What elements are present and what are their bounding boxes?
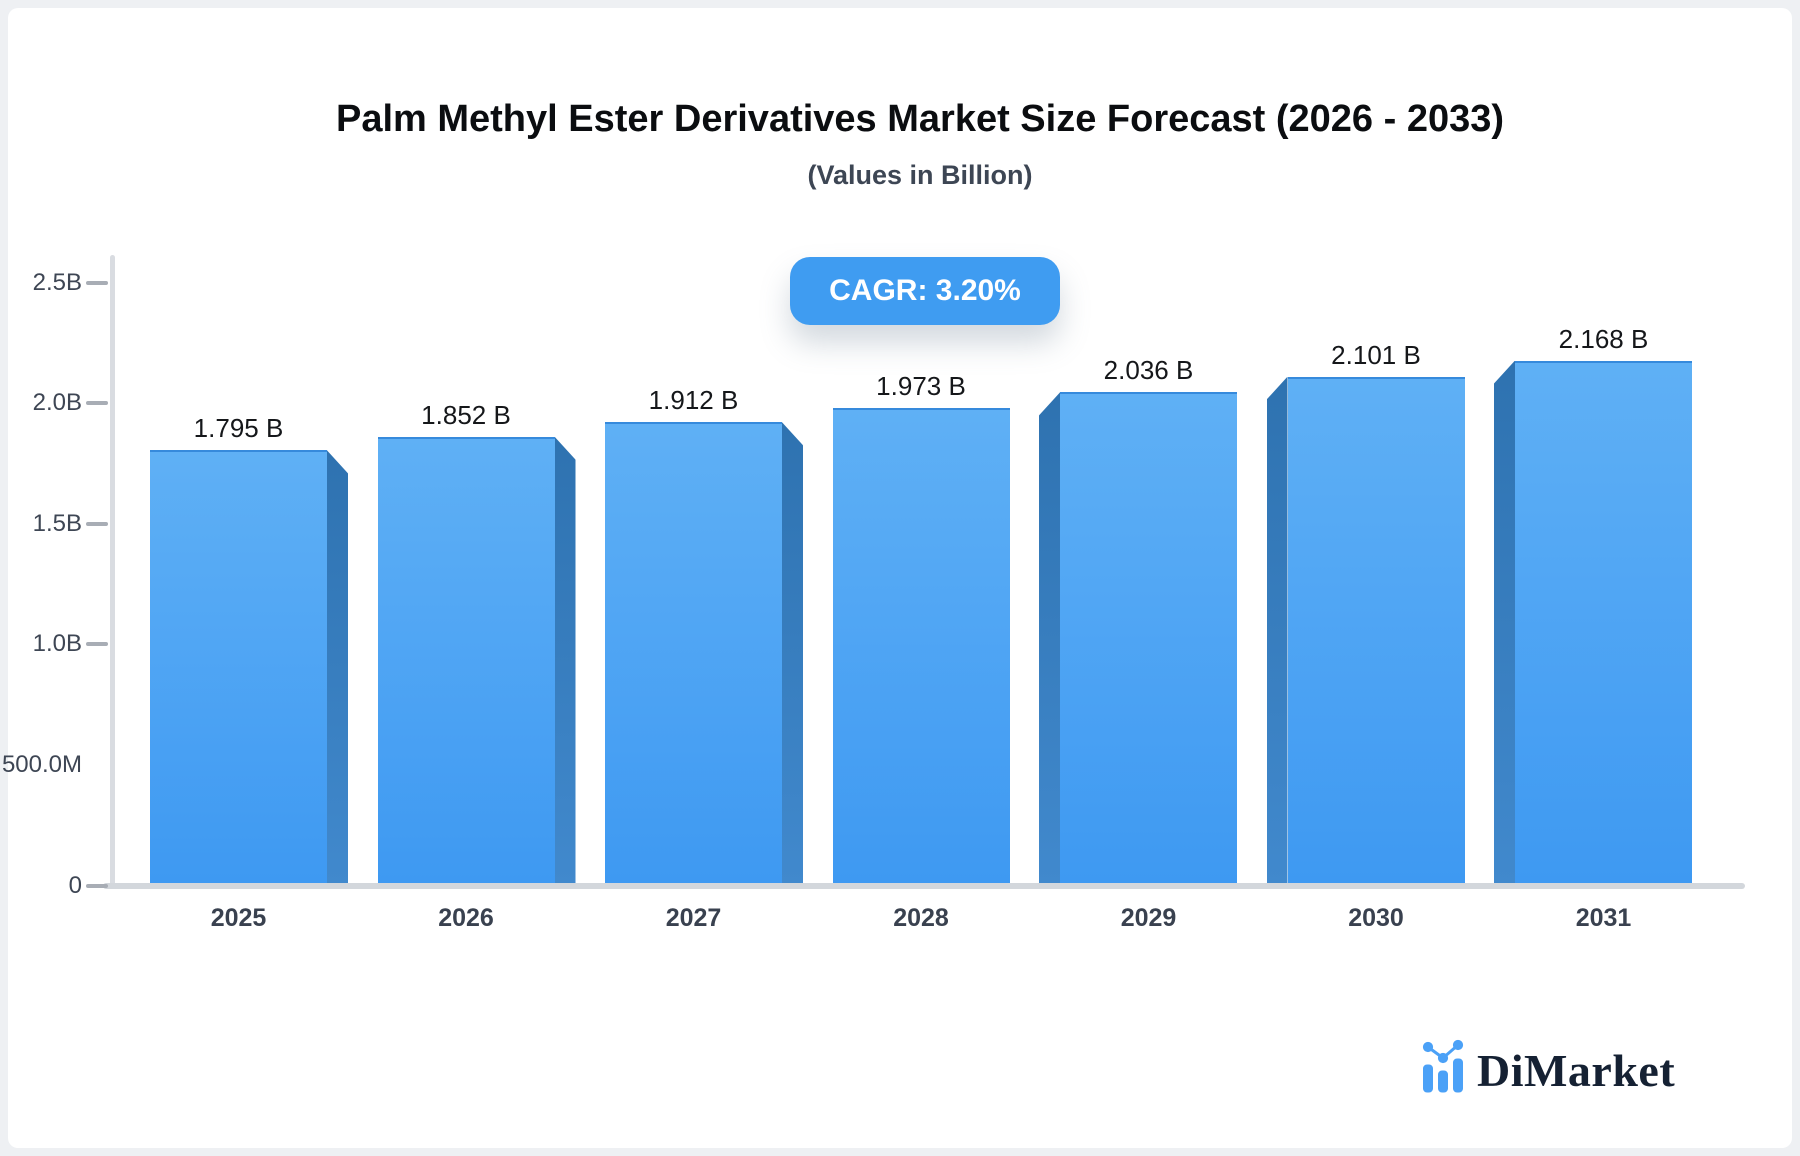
brand-logo-text: DiMarket bbox=[1477, 1045, 1676, 1096]
bar-value-label: 2.168 B bbox=[1558, 323, 1649, 354]
y-axis-label: 1.5B bbox=[32, 509, 82, 537]
bar[interactable] bbox=[1287, 376, 1465, 883]
bar-3d-side bbox=[1039, 392, 1060, 883]
bar[interactable] bbox=[605, 422, 782, 883]
cagr-badge: CAGR: 3.20% bbox=[790, 257, 1060, 325]
bar-value-label: 2.101 B bbox=[1331, 339, 1421, 370]
bar[interactable] bbox=[1060, 392, 1237, 883]
bar-value-label: 1.852 B bbox=[421, 399, 511, 430]
x-axis-label: 2026 bbox=[438, 904, 494, 932]
x-axis-label: 2030 bbox=[1348, 904, 1404, 932]
bar-value-label: 1.795 B bbox=[193, 413, 284, 444]
y-axis-label: 2.0B bbox=[32, 389, 82, 416]
bar-value-label: 1.973 B bbox=[876, 370, 966, 401]
y-axis-label: 1.0B bbox=[32, 630, 82, 657]
bar-3d-side bbox=[327, 450, 348, 883]
mini-bar-chart-icon bbox=[1421, 1038, 1467, 1094]
bar[interactable] bbox=[1515, 360, 1692, 883]
y-axis-line bbox=[110, 255, 115, 887]
bar-3d-side bbox=[554, 436, 576, 883]
bar-3d-side bbox=[1494, 360, 1515, 883]
brand-logo: DiMarket bbox=[1421, 1038, 1675, 1094]
y-axis-label: 2.5B bbox=[32, 268, 82, 296]
bar[interactable] bbox=[377, 436, 555, 883]
bar-3d-side bbox=[1266, 376, 1288, 883]
chart-title: Palm Methyl Ester Derivatives Market Siz… bbox=[335, 98, 1505, 140]
y-axis-tick bbox=[86, 521, 108, 526]
y-axis-tick bbox=[86, 884, 108, 888]
bar-3d-side bbox=[782, 422, 803, 883]
y-axis-tick bbox=[86, 280, 108, 285]
bar[interactable] bbox=[832, 407, 1010, 883]
x-axis-label: 2031 bbox=[1575, 904, 1632, 932]
x-axis-line bbox=[103, 883, 1745, 889]
y-axis-label: 500.0M bbox=[1, 750, 82, 778]
x-axis-label: 2025 bbox=[210, 904, 267, 932]
x-axis-label: 2029 bbox=[1120, 904, 1177, 932]
chart-subtitle: (Values in Billion) bbox=[807, 160, 1033, 190]
y-axis-label: 0 bbox=[68, 872, 82, 899]
y-axis-tick bbox=[86, 401, 108, 405]
bar-value-label: 1.912 B bbox=[648, 385, 739, 416]
x-axis-label: 2028 bbox=[893, 904, 949, 932]
bar-value-label: 2.036 B bbox=[1103, 355, 1194, 386]
x-axis-label: 2027 bbox=[665, 904, 722, 932]
y-axis-tick bbox=[86, 642, 108, 646]
bar[interactable] bbox=[150, 450, 327, 883]
